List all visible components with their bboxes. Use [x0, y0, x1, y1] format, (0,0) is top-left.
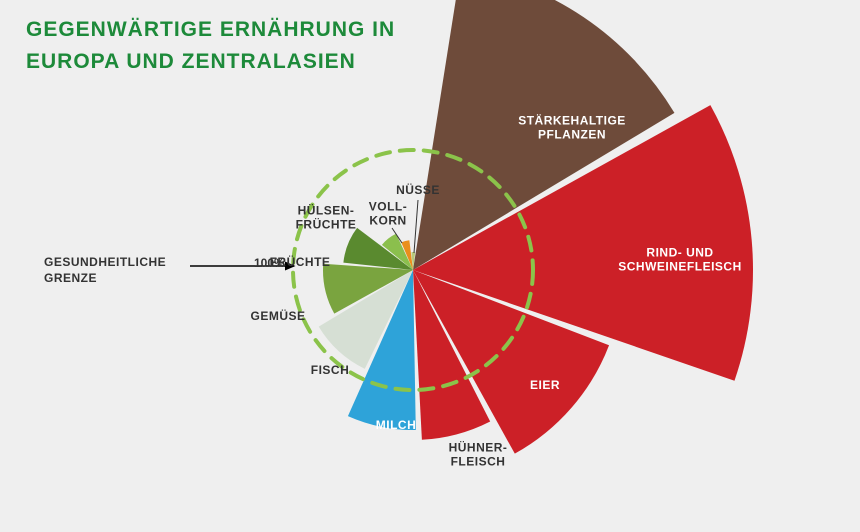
label-milch: MILCH — [376, 418, 417, 432]
label-staerkehaltige-pflanzen: STÄRKEHALTIGE PFLANZEN — [518, 114, 626, 143]
title-line-2: EUROPA UND ZENTRALASIEN — [26, 50, 356, 74]
label-fisch: FISCH — [311, 363, 350, 377]
label-fruechte: FRÜCHTE — [270, 255, 331, 269]
label-nuesse: NÜSSE — [396, 183, 440, 197]
label-vollkorn: VOLL- KORN — [369, 200, 408, 229]
label-rind-schwein: RIND- UND SCHWEINEFLEISCH — [618, 246, 742, 275]
title-line-1: GEGENWÄRTIGE ERNÄHRUNG IN — [26, 18, 395, 42]
label-gemuese: GEMÜSE — [250, 309, 305, 323]
label-huelsenfruechte: HÜLSEN- FRÜCHTE — [296, 204, 357, 233]
boundary-label: GESUNDHEITLICHE GRENZE — [44, 255, 166, 286]
label-eier: EIER — [530, 378, 560, 392]
label-huehnerfleisch: HÜHNER- FLEISCH — [449, 441, 508, 470]
